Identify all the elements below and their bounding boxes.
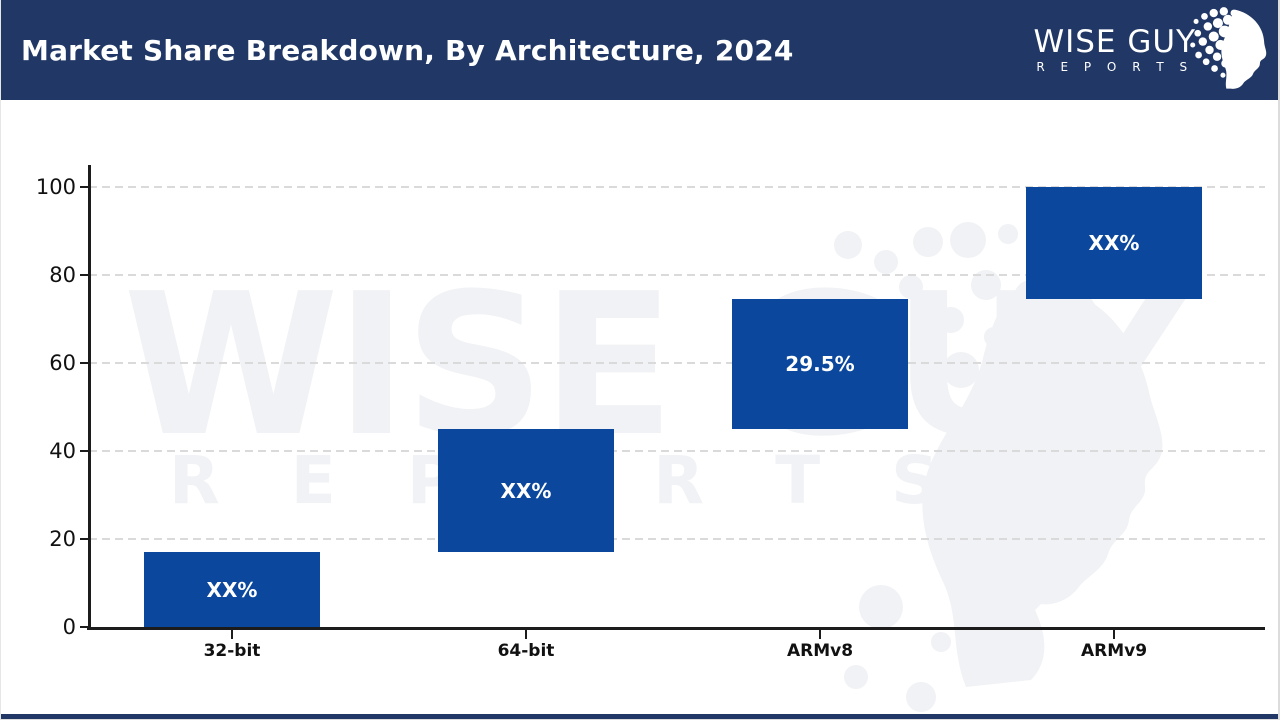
bar-32-bit [144, 552, 320, 627]
wiseguy-logo-subtitle: R E P O R T S [1036, 59, 1194, 74]
x-tick-label-ARMv9: ARMv9 [1080, 641, 1148, 661]
watermark-head-icon [834, 222, 1163, 712]
page-title: Market Share Breakdown, By Architecture,… [21, 33, 794, 67]
x-axis-tick [1113, 629, 1115, 639]
bar-ARMv9 [1026, 187, 1202, 300]
y-axis-tick-label: 60 [49, 351, 76, 375]
y-axis-tick-label: 80 [49, 263, 76, 287]
x-axis-line [87, 626, 1265, 630]
bar-value-label-ARMv9: XX% [1088, 231, 1140, 256]
x-tick-label-64-bit: 64-bit [497, 641, 555, 661]
header-band: Market Share Breakdown, By Architecture,… [1, 0, 1278, 100]
y-axis-tick-label: 100 [35, 175, 76, 199]
x-axis-tick [819, 629, 821, 639]
wiseguy-logo-wordmark: WISE GUY [1033, 24, 1196, 61]
y-axis-tick [80, 274, 89, 276]
bar-value-label-64-bit: XX% [500, 478, 552, 503]
gridline-y-80 [89, 274, 1265, 276]
bar-value-label-ARMv8: 29.5% [785, 352, 855, 377]
bar-ARMv8 [732, 299, 908, 429]
wiseguy-logo-text: WISE GUY R E P O R T S [1033, 26, 1196, 74]
y-axis-tick [80, 538, 89, 540]
y-axis-tick [80, 450, 89, 452]
gridline-y-20 [89, 538, 1265, 540]
x-axis-tick [231, 629, 233, 639]
y-axis-tick [80, 186, 89, 188]
y-axis-tick-label: 0 [62, 615, 76, 639]
wiseguy-head-logo-icon [1190, 7, 1267, 89]
x-tick-label-ARMv8: ARMv8 [786, 641, 854, 661]
y-axis-line [88, 165, 91, 630]
x-tick-label-32-bit: 32-bit [203, 641, 261, 661]
x-axis-tick [525, 629, 527, 639]
y-axis-tick-label: 40 [49, 439, 76, 463]
bar-value-label-32-bit: XX% [206, 577, 258, 602]
wiseguy-logo: WISE GUY R E P O R T S [1033, 4, 1270, 96]
gridline-y-100 [89, 186, 1265, 188]
y-axis-tick [80, 626, 89, 628]
y-axis-tick-label: 20 [49, 527, 76, 551]
bar-64-bit [438, 429, 614, 553]
y-axis-tick [80, 362, 89, 364]
gridline-y-40 [89, 450, 1265, 452]
gridline-y-60 [89, 362, 1265, 364]
footer-band [1, 714, 1278, 719]
